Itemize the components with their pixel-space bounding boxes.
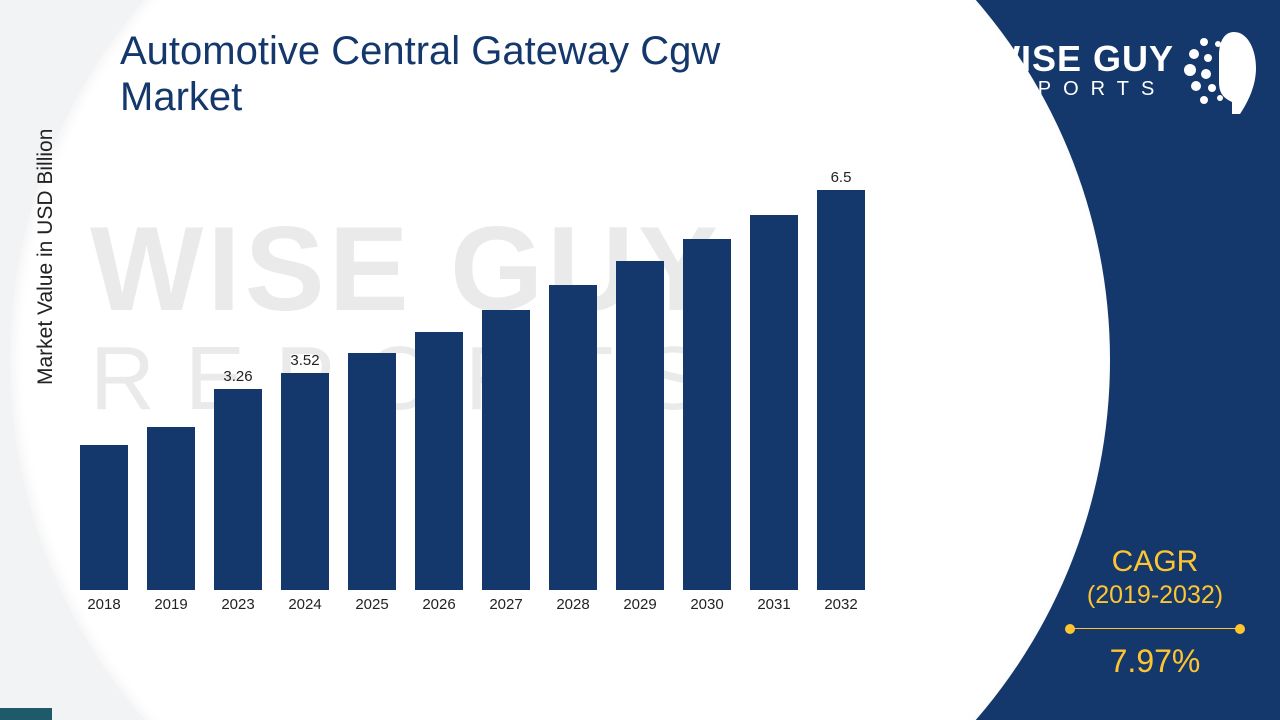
- bar: [482, 310, 530, 590]
- page-title: Automotive Central Gateway Cgw Market: [120, 28, 740, 120]
- bar: [214, 389, 262, 590]
- main-area: Automotive Central Gateway Cgw Market Ma…: [0, 0, 1005, 720]
- x-category-label: 2023: [214, 596, 262, 613]
- logo-line2: REPORTS: [986, 78, 1174, 101]
- bar-wrap: 2025: [348, 353, 396, 590]
- bar: [549, 285, 597, 590]
- bar: [750, 215, 798, 590]
- bar: [817, 190, 865, 590]
- bar-wrap: 3.522024: [281, 373, 329, 590]
- bar: [683, 239, 731, 590]
- x-category-label: 2030: [683, 596, 731, 613]
- y-axis-label: Market Value in USD Billion: [34, 129, 58, 385]
- cagr-block: CAGR (2019-2032) 7.97%: [1030, 545, 1280, 680]
- x-category-label: 2018: [80, 596, 128, 613]
- bar-wrap: 2018: [80, 445, 128, 590]
- bar-wrap: 2031: [750, 215, 798, 590]
- x-category-label: 2026: [415, 596, 463, 613]
- x-category-label: 2019: [147, 596, 195, 613]
- cagr-value: 7.97%: [1030, 643, 1280, 680]
- bar-wrap: 2028: [549, 285, 597, 590]
- bar-wrap: 3.262023: [214, 389, 262, 590]
- cagr-period: (2019-2032): [1030, 581, 1280, 610]
- x-category-label: 2024: [281, 596, 329, 613]
- bottom-accent-bar: [0, 708, 52, 720]
- bar: [80, 445, 128, 590]
- bar-chart: 2018 2019 3.262023 3.522024 2025 2026 2027 2028…: [80, 170, 890, 590]
- cagr-divider: [1070, 628, 1240, 629]
- x-category-label: 2031: [750, 596, 798, 613]
- logo-head-icon: [1180, 28, 1258, 118]
- bar: [147, 427, 195, 590]
- x-category-label: 2032: [817, 596, 865, 613]
- bar-value-label: 3.26: [214, 368, 262, 385]
- x-category-label: 2028: [549, 596, 597, 613]
- bar-wrap: 2027: [482, 310, 530, 590]
- x-category-label: 2029: [616, 596, 664, 613]
- bar-wrap: 2026: [415, 332, 463, 590]
- stage: WISE GUY REPORTS Automotive Central Gate…: [0, 0, 1280, 720]
- x-category-label: 2025: [348, 596, 396, 613]
- logo-line1: WISE GUY: [986, 38, 1174, 80]
- bar-wrap: 2029: [616, 261, 664, 590]
- x-category-label: 2027: [482, 596, 530, 613]
- bar-wrap: 6.52032: [817, 190, 865, 590]
- bar-wrap: 2019: [147, 427, 195, 590]
- bar-wrap: 2030: [683, 239, 731, 590]
- bar: [415, 332, 463, 590]
- brand-logo: WISE GUY REPORTS: [983, 24, 1258, 124]
- cagr-title: CAGR: [1030, 545, 1280, 579]
- bar-value-label: 6.5: [817, 169, 865, 186]
- bar: [281, 373, 329, 590]
- bar: [616, 261, 664, 590]
- bar: [348, 353, 396, 590]
- bar-value-label: 3.52: [281, 352, 329, 369]
